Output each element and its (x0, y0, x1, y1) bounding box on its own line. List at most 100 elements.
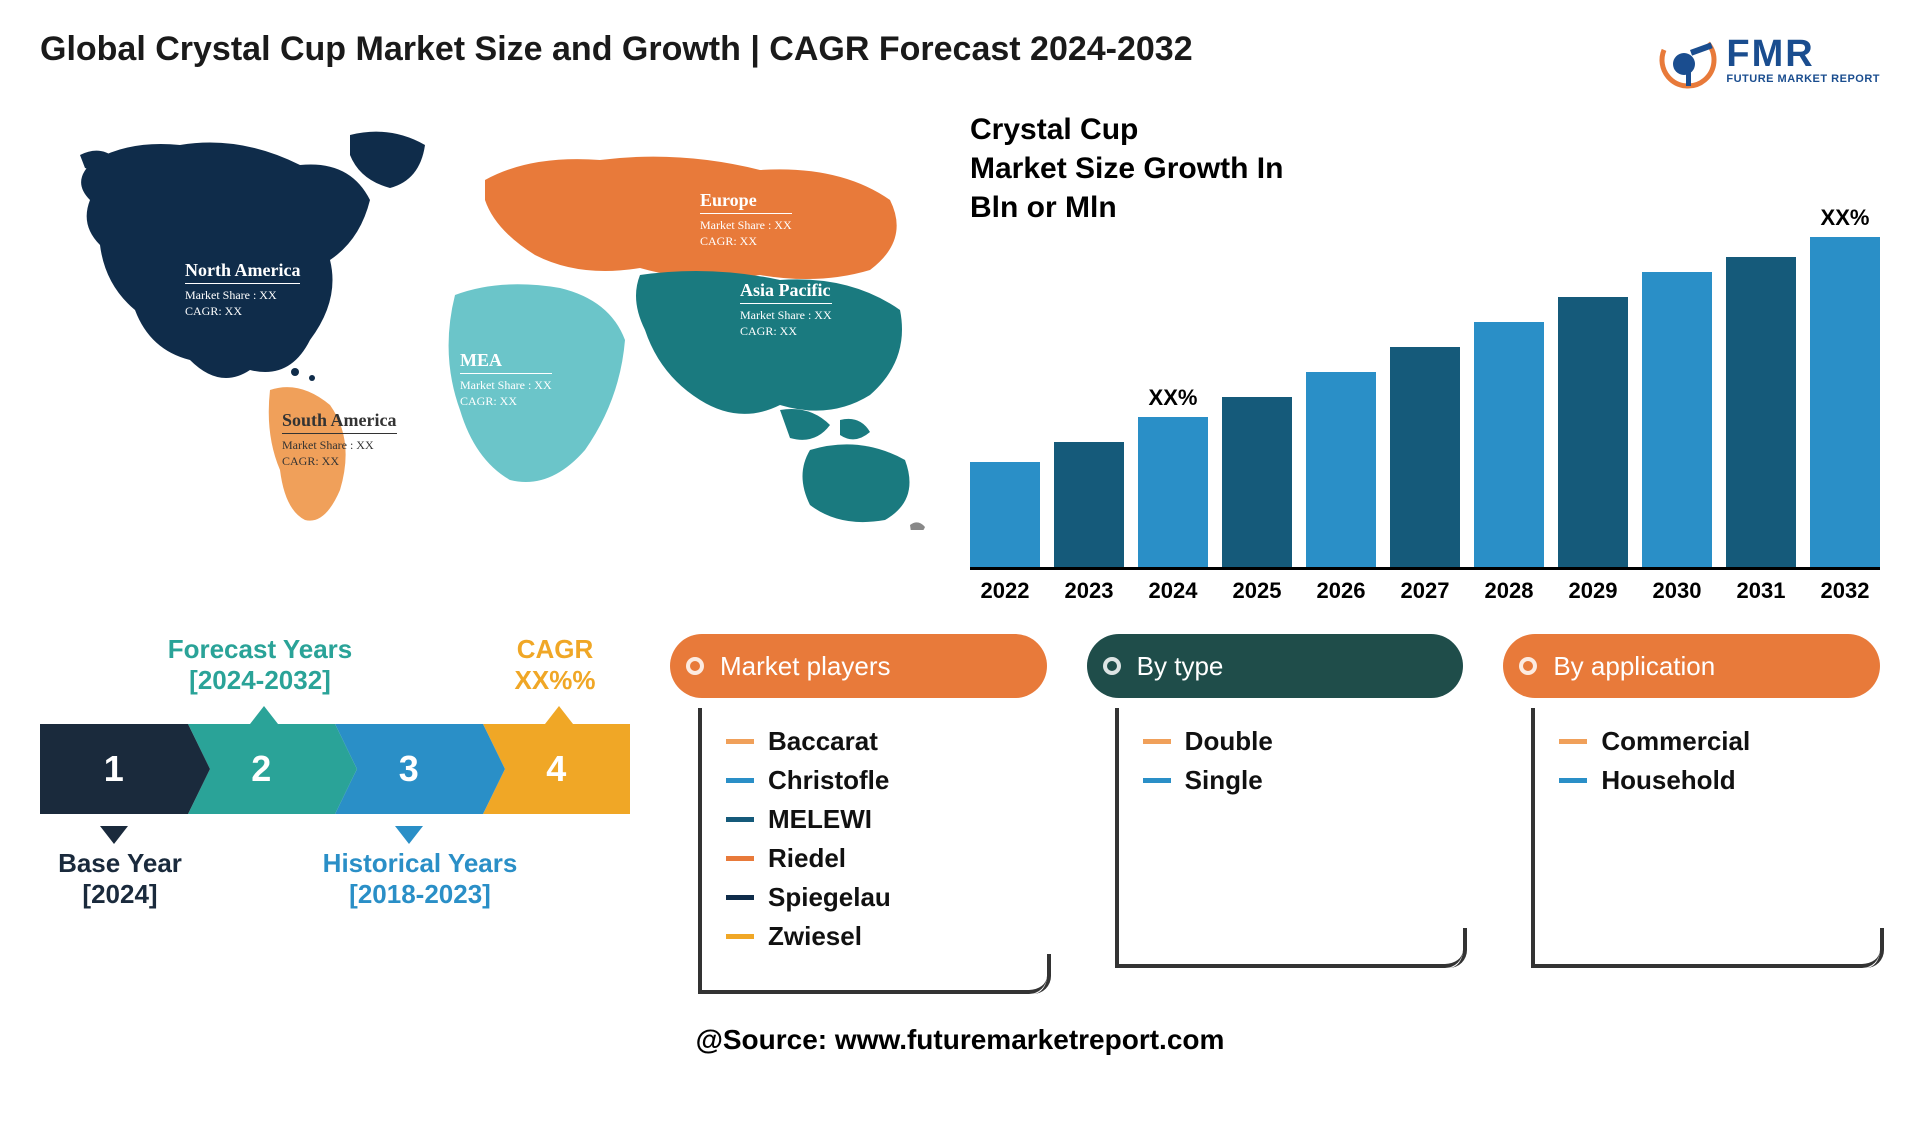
bars-container: XX%XX% (970, 247, 1880, 567)
category-body: Double Single (1115, 708, 1464, 968)
tick-icon (1559, 778, 1587, 783)
category-item-label: Christofle (768, 765, 889, 796)
bar-2026 (1306, 340, 1376, 567)
category-header: By type (1087, 634, 1464, 698)
category-item-label: Commercial (1601, 726, 1750, 757)
map-se-asia (780, 409, 870, 440)
bar-top-label: XX% (1821, 205, 1870, 231)
map-label-south-america: South AmericaMarket Share : XXCAGR: XX (282, 410, 397, 469)
category-market-players: Market players Baccarat Christofle MELEWI Ri… (670, 634, 1047, 994)
bar-year-label: 2029 (1558, 578, 1628, 604)
bar-2028 (1474, 290, 1544, 567)
category-item-label: Riedel (768, 843, 846, 874)
tick-icon (726, 856, 754, 861)
category-header: By application (1503, 634, 1880, 698)
bar-2024: XX% (1138, 385, 1208, 567)
bar-chart: Crystal Cup Market Size Growth In Bln or… (970, 110, 1880, 604)
bullet-icon (1519, 657, 1537, 675)
bar-rect (970, 462, 1040, 567)
timeline-seg-1: 1 (40, 724, 188, 814)
bar-year-label: 2026 (1306, 578, 1376, 604)
bar-2032: XX% (1810, 205, 1880, 567)
bar-rect (1306, 372, 1376, 567)
category-item-label: Household (1601, 765, 1735, 796)
bar-year-label: 2027 (1390, 578, 1460, 604)
bar-top-label: XX% (1149, 385, 1198, 411)
category-item-label: Double (1185, 726, 1273, 757)
timeline-seg-3: 3 (335, 724, 483, 814)
category-title: Market players (720, 651, 891, 682)
category-item: MELEWI (726, 804, 1035, 835)
map-label-mea: MEAMarket Share : XXCAGR: XX (460, 350, 552, 409)
bar-rect (1810, 237, 1880, 567)
category-by-type: By type Double Single (1087, 634, 1464, 994)
bar-2031 (1726, 225, 1796, 567)
category-item: Riedel (726, 843, 1035, 874)
bar-rect (1474, 322, 1544, 567)
bar-year-label: 2024 (1138, 578, 1208, 604)
category-item: Household (1559, 765, 1868, 796)
logo: FMR FUTURE MARKET REPORT (1658, 30, 1880, 90)
tick-icon (726, 817, 754, 822)
category-item: Commercial (1559, 726, 1868, 757)
category-by-application: By application Commercial Household (1503, 634, 1880, 994)
map-label-asia-pacific: Asia PacificMarket Share : XXCAGR: XX (740, 280, 832, 339)
bar-2030 (1642, 240, 1712, 567)
bar-rect (1222, 397, 1292, 567)
category-item-label: Spiegelau (768, 882, 891, 913)
logo-text-sub: FUTURE MARKET REPORT (1726, 73, 1880, 85)
bar-rect (1138, 417, 1208, 567)
timeline-seg-4: 4 (483, 724, 631, 814)
tick-icon (726, 739, 754, 744)
tick-icon (1559, 739, 1587, 744)
chart-title: Crystal Cup Market Size Growth In Bln or… (970, 110, 1880, 227)
bullet-icon (686, 657, 704, 675)
tick-icon (726, 934, 754, 939)
page-title: Global Crystal Cup Market Size and Growt… (40, 30, 1193, 69)
category-body: Baccarat Christofle MELEWI Riedel Spiegelau Z… (698, 708, 1047, 994)
tick-icon (1143, 778, 1171, 783)
category-title: By application (1553, 651, 1715, 682)
category-header: Market players (670, 634, 1047, 698)
category-body: Commercial Household (1531, 708, 1880, 968)
bar-rect (1054, 442, 1124, 567)
category-item: Christofle (726, 765, 1035, 796)
category-item: Spiegelau (726, 882, 1035, 913)
bar-year-label: 2030 (1642, 578, 1712, 604)
timeline-arrows: 1234 (40, 724, 630, 814)
map-label-europe: EuropeMarket Share : XXCAGR: XX (700, 190, 792, 249)
tick-icon (726, 778, 754, 783)
bar-year-label: 2022 (970, 578, 1040, 604)
timeline-seg-2: 2 (188, 724, 336, 814)
tl-hist-label: Historical Years[2018-2023] (300, 848, 540, 910)
timeline: Forecast Years[2024-2032] CAGRXX%% 1234 … (40, 634, 630, 946)
tl-forecast-label: Forecast Years[2024-2032] (150, 634, 370, 696)
bar-rect (1642, 272, 1712, 567)
category-item-label: Baccarat (768, 726, 878, 757)
bar-year-label: 2025 (1222, 578, 1292, 604)
bar-year-label: 2031 (1726, 578, 1796, 604)
fmr-logo-icon (1658, 30, 1718, 90)
bar-rect (1390, 347, 1460, 567)
category-item-label: Zwiesel (768, 921, 862, 952)
bar-rect (1726, 257, 1796, 567)
map-label-north-america: North AmericaMarket Share : XXCAGR: XX (185, 260, 300, 319)
tick-icon (1143, 739, 1171, 744)
tick-icon (726, 895, 754, 900)
category-item: Zwiesel (726, 921, 1035, 952)
world-map: North AmericaMarket Share : XXCAGR: XX So… (40, 110, 940, 530)
bar-2022 (970, 430, 1040, 567)
logo-text-main: FMR (1726, 35, 1880, 73)
tl-base-label: Base Year[2024] (30, 848, 210, 910)
category-title: By type (1137, 651, 1224, 682)
footer-source: @Source: www.futuremarketreport.com (40, 1024, 1880, 1056)
bullet-icon (1103, 657, 1121, 675)
map-greenland (350, 132, 425, 188)
map-australia (803, 444, 910, 522)
category-item-label: Single (1185, 765, 1263, 796)
bar-2027 (1390, 315, 1460, 567)
bar-2023 (1054, 410, 1124, 567)
bar-2025 (1222, 365, 1292, 567)
map-europe (485, 157, 897, 279)
bar-year-label: 2032 (1810, 578, 1880, 604)
